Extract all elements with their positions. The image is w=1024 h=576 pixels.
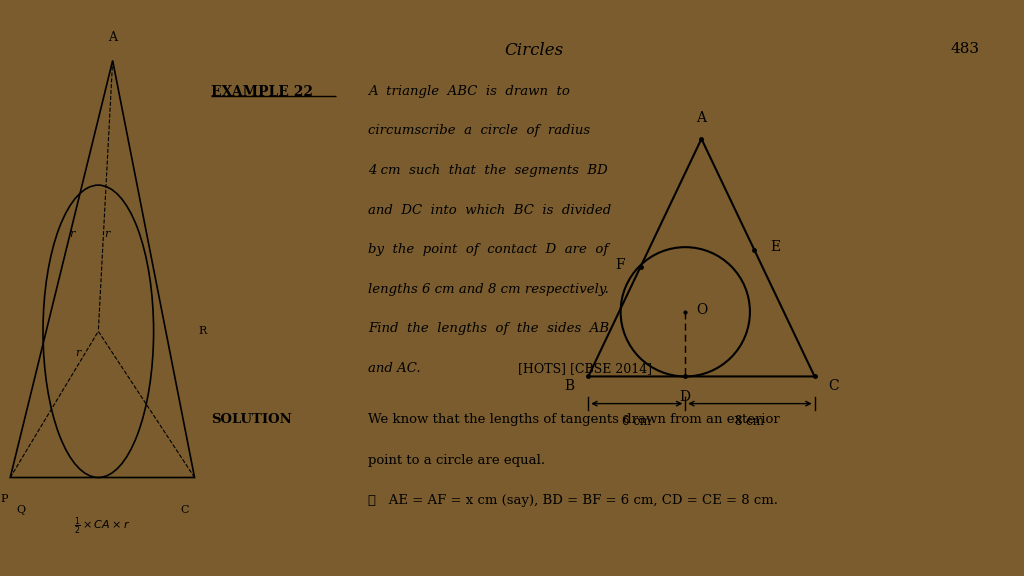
Text: and  DC  into  which  BC  is  divided: and DC into which BC is divided bbox=[369, 203, 611, 217]
Text: by  the  point  of  contact  D  are  of: by the point of contact D are of bbox=[369, 243, 608, 256]
Text: point to a circle are equal.: point to a circle are equal. bbox=[369, 454, 546, 467]
Text: Q: Q bbox=[16, 505, 25, 514]
Text: E: E bbox=[770, 240, 780, 255]
Text: A: A bbox=[109, 31, 117, 44]
Text: F: F bbox=[615, 257, 625, 271]
Text: D: D bbox=[680, 390, 691, 404]
Text: A  triangle  ABC  is  drawn  to: A triangle ABC is drawn to bbox=[369, 85, 570, 98]
Text: $\frac{1}{2}\times CA\times r$: $\frac{1}{2}\times CA\times r$ bbox=[75, 516, 130, 537]
Text: r: r bbox=[69, 229, 75, 239]
Text: C: C bbox=[828, 379, 839, 393]
Text: C: C bbox=[180, 505, 188, 514]
Text: Circles: Circles bbox=[505, 41, 564, 59]
Text: circumscribe  a  circle  of  radius: circumscribe a circle of radius bbox=[369, 124, 591, 138]
Text: lengths 6 cm and 8 cm respectively.: lengths 6 cm and 8 cm respectively. bbox=[369, 283, 609, 295]
Text: r: r bbox=[75, 348, 81, 358]
Text: SOLUTION: SOLUTION bbox=[211, 413, 292, 426]
Text: 483: 483 bbox=[950, 41, 979, 56]
Text: ∴   AE = AF = x cm (say), BD = BF = 6 cm, CD = CE = 8 cm.: ∴ AE = AF = x cm (say), BD = BF = 6 cm, … bbox=[369, 494, 778, 507]
Text: P: P bbox=[0, 494, 8, 504]
Text: B: B bbox=[564, 379, 574, 393]
Text: A: A bbox=[696, 111, 707, 125]
Text: EXAMPLE 22: EXAMPLE 22 bbox=[211, 85, 312, 99]
Text: O: O bbox=[696, 302, 708, 317]
Text: 4 cm  such  that  the  segments  BD: 4 cm such that the segments BD bbox=[369, 164, 608, 177]
Text: [HOTS] [CBSE 2014]: [HOTS] [CBSE 2014] bbox=[518, 362, 652, 374]
Text: 8 cm: 8 cm bbox=[735, 415, 764, 428]
Text: and AC.: and AC. bbox=[369, 362, 421, 374]
Text: We know that the lengths of tangents drawn from an exterior: We know that the lengths of tangents dra… bbox=[369, 413, 780, 426]
Text: R: R bbox=[199, 327, 207, 336]
Text: Find  the  lengths  of  the  sides  AB: Find the lengths of the sides AB bbox=[369, 322, 609, 335]
Text: r: r bbox=[103, 229, 110, 239]
Text: 6 cm: 6 cm bbox=[623, 415, 651, 428]
